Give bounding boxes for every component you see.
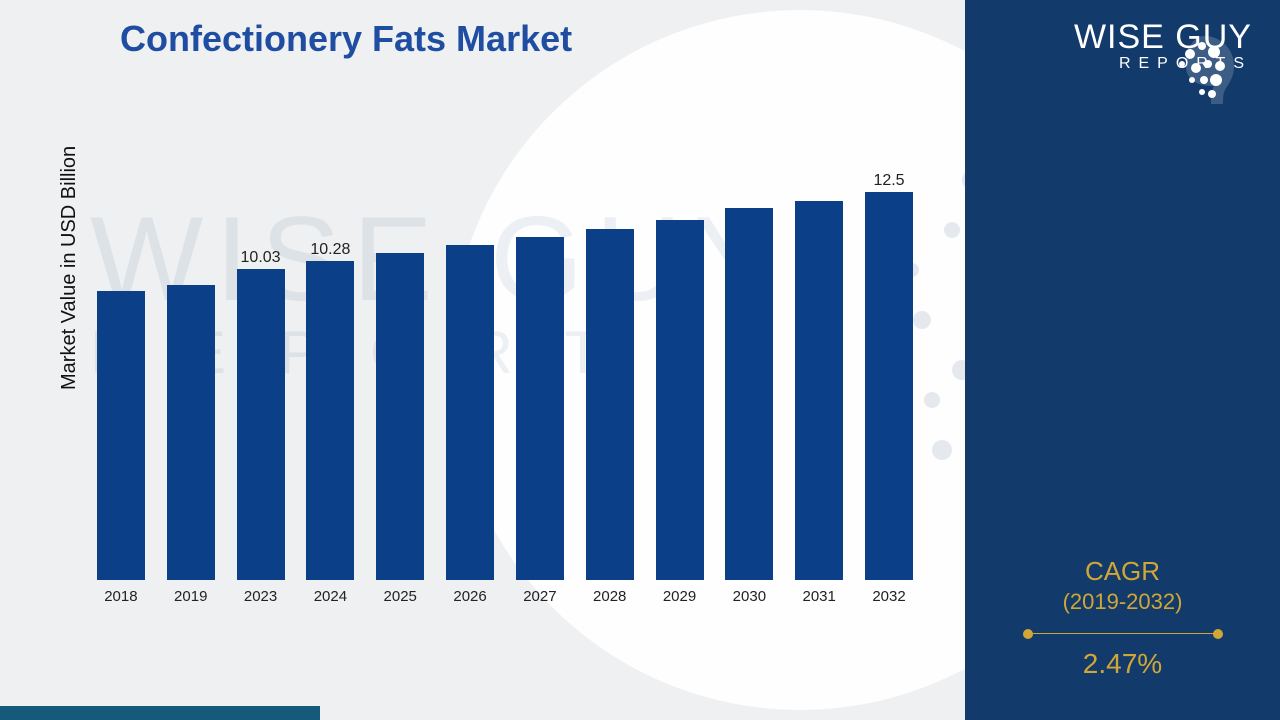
bar — [795, 201, 843, 580]
bar-slot: 12.5 — [864, 150, 914, 580]
x-tick: 2029 — [655, 588, 705, 605]
cagr-period: (2019-2032) — [995, 589, 1250, 615]
bar-slot: 10.03 — [236, 150, 286, 580]
bar-slot — [655, 150, 705, 580]
brand-logo: WISE GUY REPORTS — [1074, 18, 1252, 73]
x-tick: 2032 — [864, 588, 914, 605]
x-tick: 2024 — [305, 588, 355, 605]
x-tick: 2031 — [794, 588, 844, 605]
bar — [516, 237, 564, 580]
bar — [446, 245, 494, 580]
x-tick: 2027 — [515, 588, 565, 605]
x-tick: 2023 — [236, 588, 286, 605]
bar — [237, 269, 285, 580]
bar — [97, 291, 145, 580]
bar-slot — [515, 150, 565, 580]
bar-value-label: 10.03 — [241, 249, 281, 267]
bar-slot — [585, 150, 635, 580]
bar — [656, 220, 704, 580]
bar-slot — [96, 150, 146, 580]
bar — [376, 253, 424, 580]
bar — [306, 261, 354, 580]
chart-plot: 10.03 10.28 12.5 — [90, 150, 920, 580]
bar-value-label: 10.28 — [310, 241, 350, 259]
bar — [586, 229, 634, 580]
cagr-title: CAGR — [995, 556, 1250, 587]
cagr-divider — [1028, 633, 1218, 634]
bar-slot: 10.28 — [305, 150, 355, 580]
x-tick: 2030 — [724, 588, 774, 605]
bar-slot — [445, 150, 495, 580]
x-axis-ticks: 2018 2019 2023 2024 2025 2026 2027 2028 2029 2030… — [90, 580, 920, 605]
x-tick: 2019 — [166, 588, 216, 605]
bar-slot — [166, 150, 216, 580]
bar — [167, 285, 215, 580]
bottom-accent-strip — [0, 706, 320, 720]
chart-title: Confectionery Fats Market — [120, 18, 572, 60]
x-tick: 2025 — [375, 588, 425, 605]
x-tick: 2018 — [96, 588, 146, 605]
bar-slot — [724, 150, 774, 580]
chart-area: 10.0310.2812.5 2018201920232024202520262… — [60, 150, 920, 620]
cagr-value: 2.47% — [995, 648, 1250, 680]
bar — [725, 208, 773, 580]
bar-value-label: 12.5 — [873, 172, 904, 190]
x-tick: 2026 — [445, 588, 495, 605]
bar — [865, 192, 913, 580]
bars-container: 10.03 10.28 12.5 — [90, 150, 920, 580]
bar-slot — [375, 150, 425, 580]
brand-head-icon — [1168, 34, 1240, 118]
cagr-block: CAGR (2019-2032) 2.47% — [995, 556, 1250, 680]
x-tick: 2028 — [585, 588, 635, 605]
bar-slot — [794, 150, 844, 580]
